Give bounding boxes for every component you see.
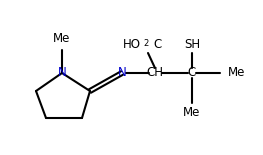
Text: C: C <box>153 38 161 51</box>
Text: Me: Me <box>183 106 201 120</box>
Text: 2: 2 <box>143 38 149 47</box>
Text: N: N <box>118 66 127 80</box>
Text: HO: HO <box>123 38 141 51</box>
Text: SH: SH <box>184 38 200 51</box>
Text: Me: Me <box>228 66 245 80</box>
Text: N: N <box>58 66 66 80</box>
Text: Me: Me <box>53 31 71 44</box>
Text: CH: CH <box>146 66 164 80</box>
Text: C: C <box>188 66 196 80</box>
